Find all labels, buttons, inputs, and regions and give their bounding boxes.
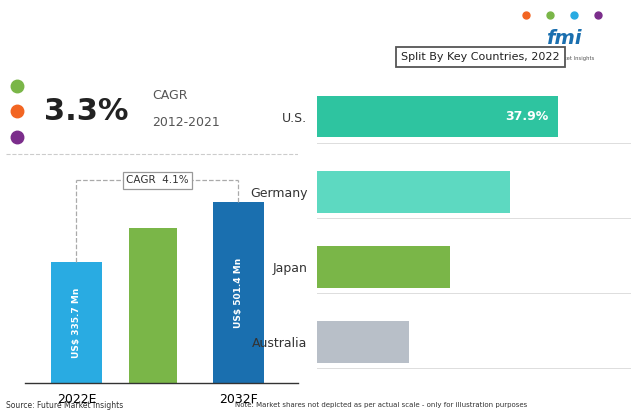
Bar [317, 321, 409, 363]
Bar [129, 228, 177, 383]
Text: US$ 501.4 Mn: US$ 501.4 Mn [234, 258, 243, 328]
Text: Source: Future Market Insights: Source: Future Market Insights [6, 401, 124, 410]
Text: Split By Key Countries, 2022: Split By Key Countries, 2022 [401, 52, 559, 62]
Text: CAGR  4.1%: CAGR 4.1% [126, 176, 189, 185]
Bar [213, 202, 264, 383]
Text: 2022-2032: 2022-2032 [13, 47, 100, 62]
Text: US$ 335.7 Mn: US$ 335.7 Mn [72, 287, 81, 358]
Text: fmi: fmi [547, 29, 582, 48]
Text: 2012-2021: 2012-2021 [152, 116, 220, 129]
Bar [317, 171, 510, 212]
Text: Global Bone Densitometer Devices Market Analysis: Global Bone Densitometer Devices Market … [13, 15, 436, 30]
Text: 37.9%: 37.9% [505, 110, 549, 123]
Bar [317, 246, 450, 287]
Bar [51, 262, 102, 383]
Text: Future Market Insights: Future Market Insights [534, 57, 594, 61]
Text: 3.3%: 3.3% [44, 96, 129, 126]
Text: Note: Market shares not depicted as per actual scale - only for illustration pur: Note: Market shares not depicted as per … [235, 402, 527, 409]
Text: CAGR: CAGR [152, 88, 188, 102]
Bar [317, 96, 559, 137]
